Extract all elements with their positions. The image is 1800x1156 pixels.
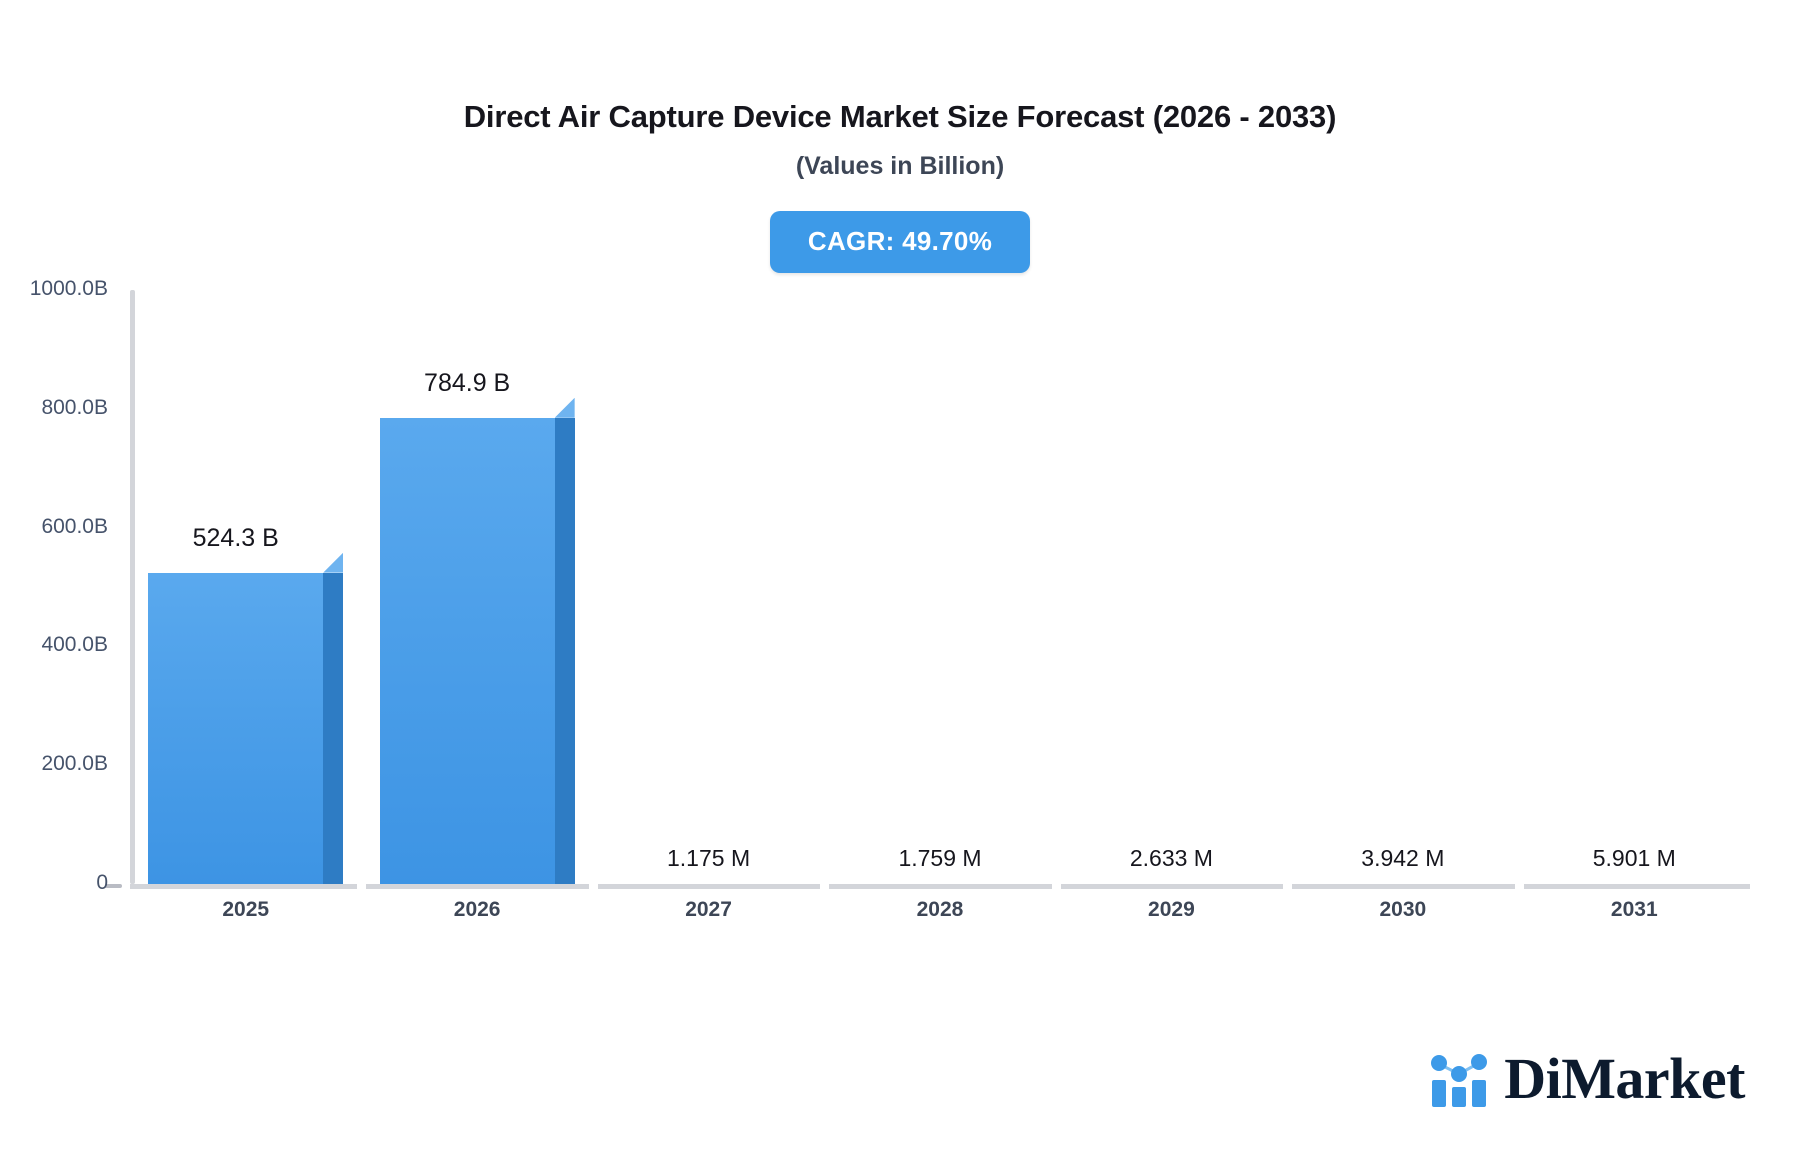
x-axis-category-label-2027: 2027 [685, 898, 732, 921]
bar-value-label: 524.3 B [192, 523, 279, 552]
x-axis-category-label-2026: 2026 [453, 898, 501, 921]
bar-side-face [554, 417, 575, 884]
bar-chart-dots-icon [1431, 1054, 1488, 1107]
cagr-badge: CAGR: 49.70% [769, 211, 1031, 274]
chart-header: Direct Air Capture Device Market Size Fo… [0, 0, 1800, 274]
bar-top-face [323, 552, 344, 573]
brand-logo-text: DiMarket [1504, 1046, 1745, 1111]
x-axis-category-label-2031: 2031 [1610, 898, 1658, 921]
x-axis-segment-gap [1283, 884, 1293, 889]
x-axis-category-label-2029: 2029 [1148, 898, 1195, 921]
bar-side-face [323, 572, 344, 884]
x-axis-segment-gap [1514, 884, 1524, 889]
bar-value-label: 2.633 M [1129, 845, 1213, 871]
bar-value-label: 784.9 B [424, 368, 511, 397]
x-axis-category-label-2028: 2028 [916, 898, 964, 921]
bar-2025[interactable]: 524.3 B [148, 524, 344, 884]
x-axis-segment-gap [1051, 884, 1061, 889]
cagr-badge-container: CAGR: 49.70% [0, 211, 1800, 274]
x-axis-segment-gap [588, 884, 598, 889]
x-axis-category-label-2030: 2030 [1379, 898, 1427, 921]
bar-front-face [379, 417, 555, 884]
x-axis-category-label-2025: 2025 [222, 898, 270, 921]
y-axis-tick-label: 400.0B [41, 633, 108, 657]
y-axis-tick-label: 0 [96, 871, 108, 894]
brand-logo: DiMarket [1428, 1050, 1745, 1108]
x-axis-line [130, 884, 1750, 889]
y-axis-tick-label: 600.0B [41, 514, 108, 538]
bar-value-label: 1.175 M [667, 845, 751, 871]
bar-top-face [554, 397, 575, 418]
bar-front-face [148, 572, 324, 884]
bar-value-label: 3.942 M [1361, 845, 1445, 871]
y-axis-tick-label: 1000.0B [29, 277, 108, 300]
y-axis-line [130, 290, 135, 884]
chart-title: Direct Air Capture Device Market Size Fo… [463, 99, 1337, 134]
chart-subtitle: (Values in Billion) [795, 152, 1005, 181]
x-axis-segment-gap [357, 884, 367, 889]
bar-2026[interactable]: 784.9 B [379, 369, 575, 884]
bar-value-label: 1.759 M [898, 845, 982, 871]
y-axis-zero-tick [105, 884, 122, 888]
bar-value-label: 5.901 M [1592, 845, 1676, 871]
x-axis-segment-gap [820, 884, 830, 889]
y-axis-tick-label: 800.0B [41, 395, 108, 419]
y-axis-tick-label: 200.0B [41, 752, 108, 776]
